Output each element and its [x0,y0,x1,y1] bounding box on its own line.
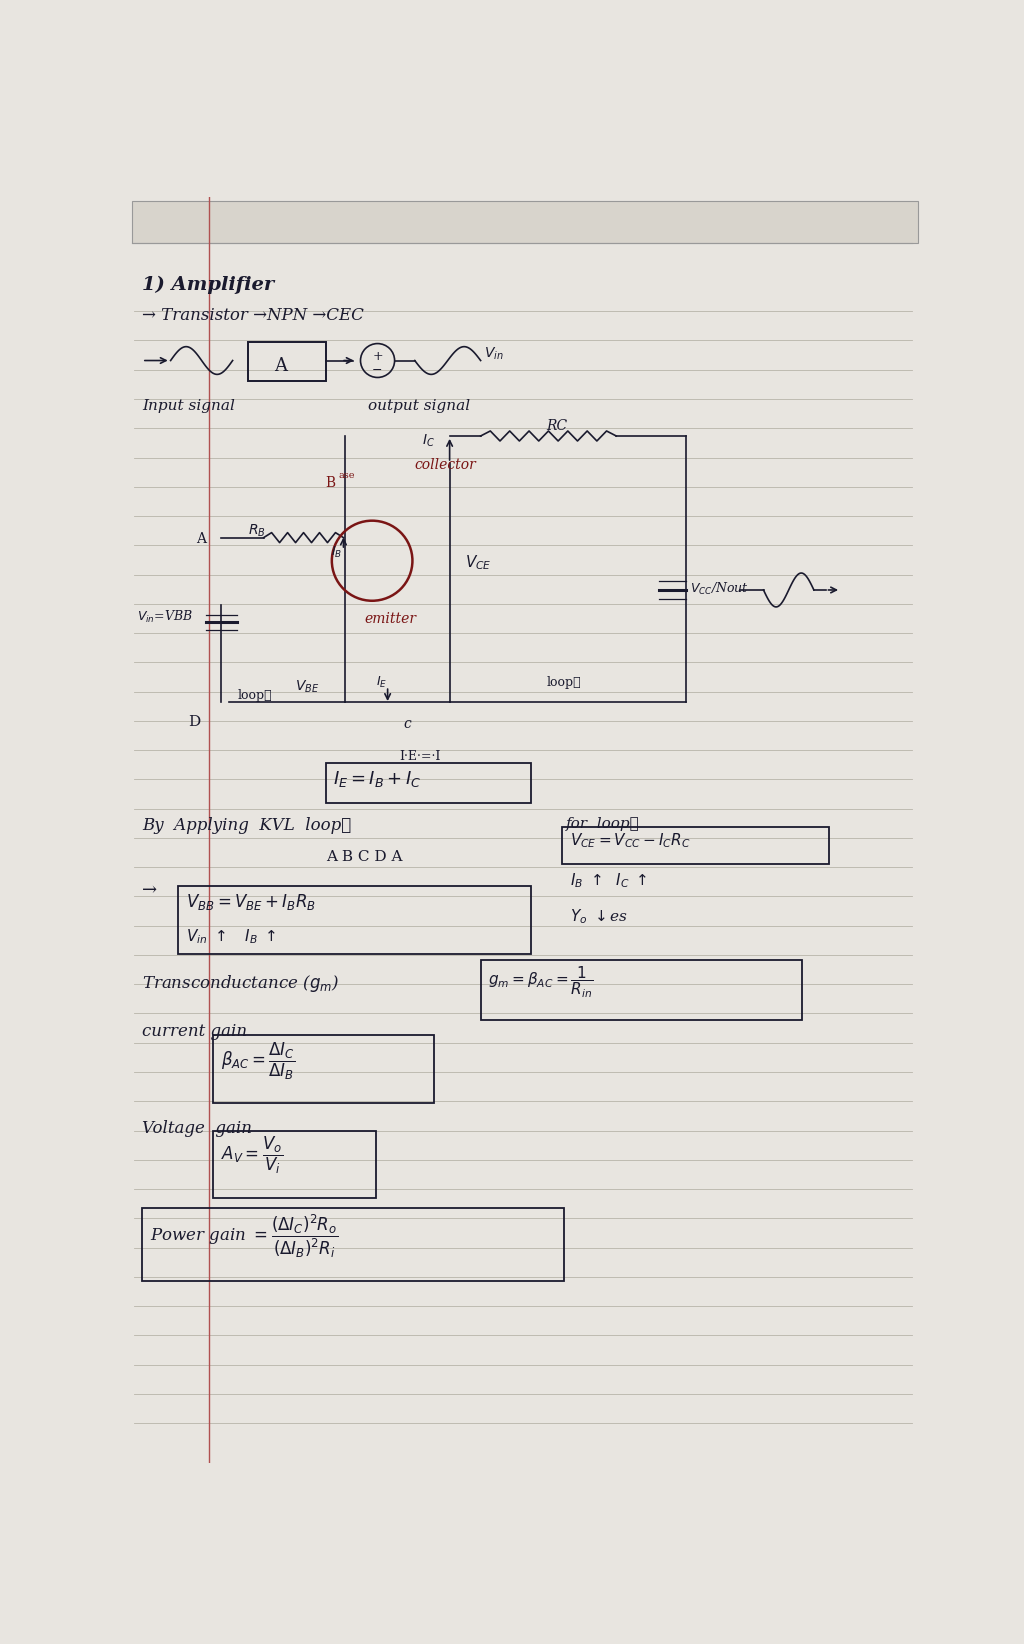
Text: $I_E$: $I_E$ [376,674,387,690]
Text: A: A [273,357,287,375]
Text: $V_{CC}$/Nout: $V_{CC}$/Nout [690,580,749,597]
Text: −: − [372,363,383,376]
Bar [132,201,918,243]
Text: → Transistor →NPN →CEC: → Transistor →NPN →CEC [142,307,364,324]
Text: $V_{CE} = V_{CC} - I_C R_C$: $V_{CE} = V_{CC} - I_C R_C$ [569,832,690,850]
Text: $\beta_{AC} = \dfrac{\Delta I_C}{\Delta I_B}$: $\beta_{AC} = \dfrac{\Delta I_C}{\Delta … [221,1041,296,1082]
Text: $I_B$ $\uparrow$  $I_C$ $\uparrow$: $I_B$ $\uparrow$ $I_C$ $\uparrow$ [569,871,647,889]
Text: loop②: loop② [547,676,582,689]
Text: $I_C$: $I_C$ [423,432,435,449]
Text: Transconductance ($g_m$): Transconductance ($g_m$) [142,973,339,995]
Text: →: → [142,881,157,899]
Text: $I_E = I_B + I_C$: $I_E = I_B + I_C$ [334,769,422,789]
Bar [562,827,829,865]
Text: D: D [188,715,201,728]
Text: $V_{CE}$: $V_{CE}$ [465,552,492,572]
Text: 1) Amplifier: 1) Amplifier [142,276,274,294]
Text: for  loop②: for loop② [566,817,640,832]
Bar [326,763,531,804]
Text: $V_{in}$=VBB: $V_{in}$=VBB [137,610,194,625]
Bar [480,960,802,1019]
Text: $Y_o$ $\downarrow$es: $Y_o$ $\downarrow$es [569,907,628,926]
Text: RC: RC [547,419,567,432]
Text: A B C D A: A B C D A [326,850,402,865]
Bar [213,1131,376,1198]
Bar [142,1208,564,1281]
Text: ase: ase [339,470,355,480]
Text: $V_{in}$ $\uparrow$   $I_B$ $\uparrow$: $V_{in}$ $\uparrow$ $I_B$ $\uparrow$ [186,927,276,945]
Text: collector: collector [415,457,476,472]
Text: By  Applying  KVL  loop①: By Applying KVL loop① [142,817,351,834]
Bar [248,342,326,380]
Text: $g_m = \beta_{AC} = \dfrac{1}{R_{in}}$: $g_m = \beta_{AC} = \dfrac{1}{R_{in}}$ [488,963,594,1000]
Text: Input signal: Input signal [142,399,234,413]
Text: $V_{in}$: $V_{in}$ [484,345,504,362]
Text: emitter: emitter [365,612,417,625]
Bar [213,1036,434,1103]
Text: I·E·=·I: I·E·=·I [399,750,440,763]
Text: Voltage  gain: Voltage gain [142,1120,252,1136]
Text: $I_B$: $I_B$ [331,546,342,561]
Text: $A_V = \dfrac{V_o}{V_i}$: $A_V = \dfrac{V_o}{V_i}$ [221,1134,283,1177]
Text: Power gain $= \dfrac{(\Delta I_C)^2 R_o}{(\Delta I_B)^2 R_i}$: Power gain $= \dfrac{(\Delta I_C)^2 R_o}… [150,1212,338,1259]
Text: c: c [403,717,411,732]
Text: B: B [326,477,336,490]
Text: loop①: loop① [238,689,272,702]
Text: $V_{BB} = V_{BE} + I_B R_B$: $V_{BB} = V_{BE} + I_B R_B$ [186,891,316,912]
Text: current gain: current gain [142,1023,247,1039]
Bar [178,886,531,954]
Text: $V_{BE}$: $V_{BE}$ [295,679,318,695]
Text: $R_B$: $R_B$ [248,523,266,539]
Text: +: + [372,350,383,363]
Text: A: A [197,533,206,546]
Text: output signal: output signal [369,399,470,413]
